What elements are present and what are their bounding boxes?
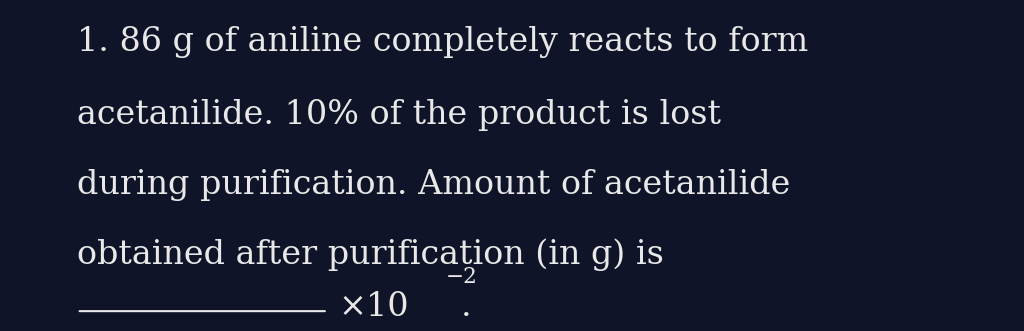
Text: ×10: ×10 (338, 291, 409, 323)
Text: during purification. Amount of acetanilide: during purification. Amount of acetanili… (77, 169, 791, 201)
Text: 1. 86 g of aniline completely reacts to form: 1. 86 g of aniline completely reacts to … (77, 26, 808, 59)
Text: acetanilide. 10% of the product is lost: acetanilide. 10% of the product is lost (77, 99, 721, 131)
Text: −2: −2 (445, 266, 477, 288)
Text: .: . (461, 291, 471, 323)
Text: obtained after purification (in g) is: obtained after purification (in g) is (77, 238, 664, 271)
